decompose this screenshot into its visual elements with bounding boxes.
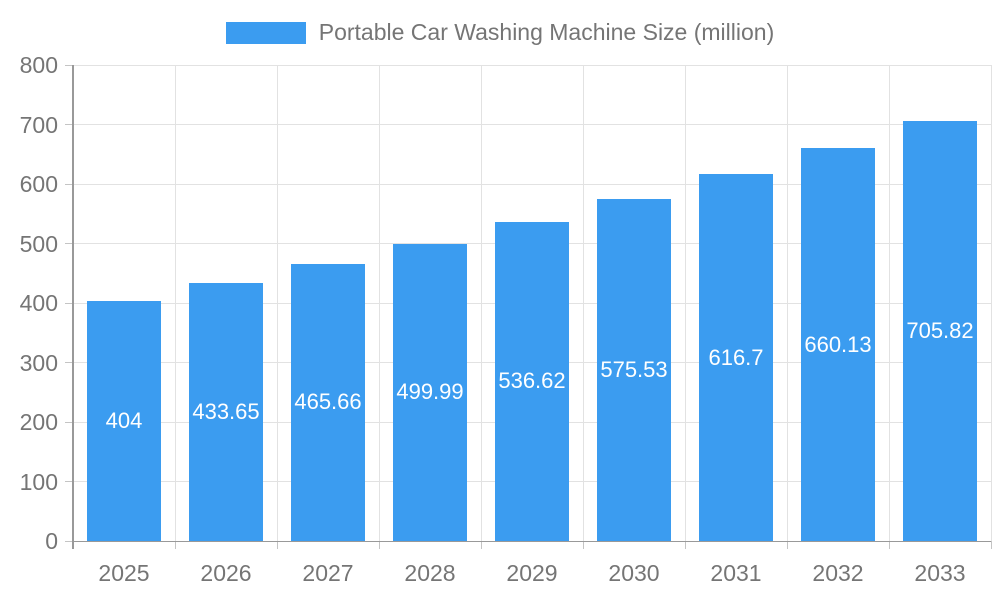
bar-2033[interactable]: 705.82	[903, 121, 977, 541]
bar-2027[interactable]: 465.66	[291, 263, 365, 541]
vertical-grid-line	[174, 65, 176, 541]
bar-2029[interactable]: 536.62	[495, 221, 569, 541]
vertical-grid-line	[990, 65, 992, 541]
y-axis-line	[72, 65, 74, 549]
x-axis-tick	[786, 541, 788, 549]
x-axis-tick-label: 2026	[200, 560, 252, 586]
chart-legend[interactable]: Portable Car Washing Machine Size (milli…	[0, 19, 1000, 46]
x-axis-tick-label: 2028	[404, 560, 456, 586]
vertical-grid-line	[276, 65, 278, 541]
vertical-grid-line	[684, 65, 686, 541]
y-axis-tick-label: 100	[19, 468, 58, 495]
bar-2030[interactable]: 575.53	[597, 198, 671, 541]
x-axis-tick-label: 2025	[98, 560, 150, 586]
vertical-grid-line	[582, 65, 584, 541]
bar-2025[interactable]: 404	[87, 300, 161, 541]
x-axis-tick-label: 2033	[914, 560, 966, 586]
bar-value-label: 499.99	[396, 379, 464, 405]
vertical-grid-line	[786, 65, 788, 541]
horizontal-grid-line	[73, 64, 991, 66]
x-axis-tick	[378, 541, 380, 549]
y-axis-tick	[65, 124, 73, 125]
vertical-grid-line	[888, 65, 890, 541]
bar-value-label: 705.82	[906, 318, 974, 343]
bar-2026[interactable]: 433.65	[189, 282, 263, 541]
bar-value-label: 433.65	[192, 398, 260, 424]
y-axis-tick	[65, 243, 73, 244]
y-axis-tick-label: 600	[19, 171, 58, 197]
y-axis-tick	[65, 64, 73, 66]
x-axis-tick	[990, 541, 992, 549]
x-axis-tick	[276, 541, 278, 549]
y-axis-tick	[65, 183, 73, 185]
y-axis-tick	[65, 540, 73, 542]
bar-2032[interactable]: 660.13	[801, 148, 875, 541]
x-axis-tick-label: 2030	[608, 560, 660, 586]
x-axis-line	[72, 540, 991, 542]
x-axis-tick	[480, 541, 482, 549]
y-axis-tick	[65, 421, 73, 423]
x-axis-tick	[174, 541, 176, 549]
bar-value-label: 616.7	[708, 344, 764, 370]
y-axis-tick-label: 400	[19, 290, 58, 316]
y-axis-tick-label: 300	[19, 349, 58, 376]
y-axis-tick-label: 800	[19, 52, 58, 78]
legend-swatch-icon	[225, 21, 306, 44]
x-axis-tick-label: 2029	[506, 560, 558, 586]
y-axis-tick	[65, 362, 73, 363]
bar-2031[interactable]: 616.7	[699, 174, 773, 541]
horizontal-grid-line	[73, 124, 991, 125]
bar-value-label: 575.53	[600, 356, 668, 382]
x-axis-tick-label: 2027	[302, 560, 354, 586]
x-axis-tick	[582, 541, 584, 549]
x-axis-tick	[888, 541, 890, 549]
bar-2028[interactable]: 499.99	[393, 243, 467, 541]
bar-value-label: 465.66	[294, 389, 362, 415]
y-axis-tick	[65, 481, 73, 482]
y-axis-tick	[65, 302, 73, 304]
x-axis-tick	[684, 541, 686, 549]
legend-label: Portable Car Washing Machine Size (milli…	[318, 19, 775, 45]
bar-value-label: 536.62	[498, 368, 566, 394]
bar-value-label: 404	[105, 407, 143, 433]
horizontal-grid-line	[73, 183, 991, 185]
y-axis-tick-label: 500	[19, 230, 58, 257]
x-axis-tick-label: 2032	[812, 560, 864, 586]
x-axis-tick-label: 2031	[710, 560, 762, 586]
vertical-grid-line	[378, 65, 380, 541]
y-axis-tick-label: 200	[19, 409, 58, 435]
vertical-grid-line	[480, 65, 482, 541]
bar-value-label: 660.13	[804, 331, 872, 357]
y-axis-tick-label: 0	[45, 528, 58, 554]
y-axis-tick-label: 700	[19, 111, 58, 138]
